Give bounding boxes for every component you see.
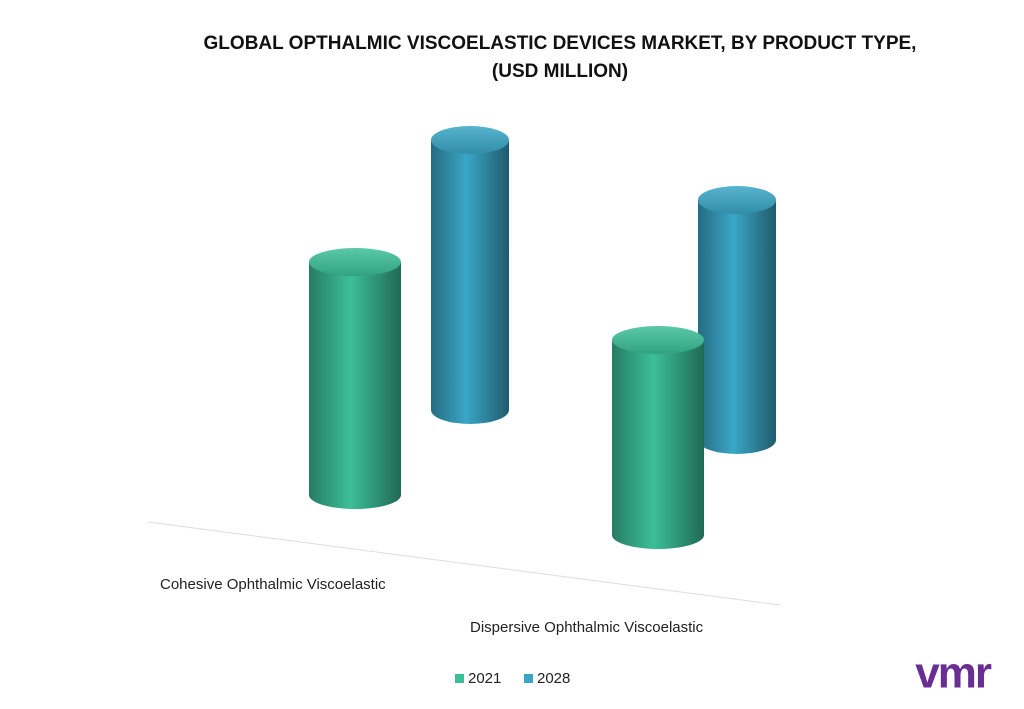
cylinder-top bbox=[309, 248, 401, 276]
cylinder-body bbox=[698, 200, 776, 454]
cylinder-top bbox=[698, 186, 776, 214]
x-tick-label: Cohesive Ophthalmic Viscoelastic bbox=[160, 576, 386, 593]
x-tick-label: Dispersive Ophthalmic Viscoelastic bbox=[470, 619, 704, 636]
chart-title: GLOBAL OPTHALMIC VISCOELASTIC DEVICES MA… bbox=[203, 33, 917, 82]
legend-swatch bbox=[455, 674, 464, 683]
cylinder-top bbox=[431, 126, 509, 154]
cylinder-body bbox=[612, 340, 704, 549]
cylinder-body bbox=[431, 140, 509, 424]
logo: vmr bbox=[915, 649, 992, 698]
cylinder-body bbox=[309, 262, 401, 509]
legend-label: 2028 bbox=[537, 670, 570, 687]
legend-label: 2021 bbox=[468, 670, 501, 687]
legend-swatch bbox=[524, 674, 533, 683]
cylinder-top bbox=[612, 326, 704, 354]
floor-line bbox=[147, 521, 781, 606]
